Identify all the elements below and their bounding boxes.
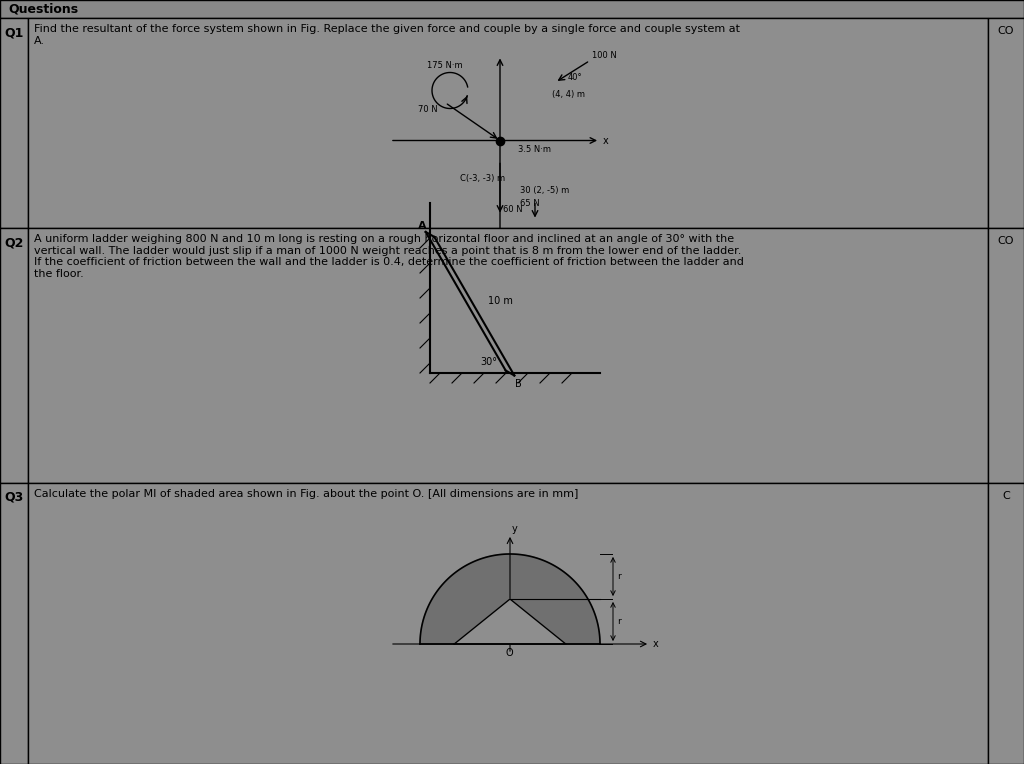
Bar [988, 228, 1024, 483]
Polygon shape [420, 554, 600, 644]
Text: O: O [505, 648, 513, 658]
Bar [0, 228, 28, 483]
Text: (4, 4) m: (4, 4) m [552, 89, 585, 99]
Text: 10 m: 10 m [488, 296, 513, 306]
Text: Calculate the polar MI of shaded area shown in Fig. about the point O. [All dime: Calculate the polar MI of shaded area sh… [34, 489, 579, 499]
Text: C: C [1002, 491, 1010, 501]
Text: Q3: Q3 [4, 491, 24, 504]
Text: 65 N: 65 N [520, 199, 540, 208]
Text: A: A [418, 222, 427, 231]
Text: Q1: Q1 [4, 26, 24, 39]
Text: 100 N: 100 N [592, 51, 616, 60]
Bar [28, 18, 988, 228]
Text: 70 N: 70 N [419, 105, 438, 115]
Bar [0, 483, 28, 764]
Bar [988, 483, 1024, 764]
Bar [988, 18, 1024, 228]
Text: y: y [512, 524, 518, 534]
Bar [0, 18, 28, 228]
Text: A uniform ladder weighing 800 N and 10 m long is resting on a rough horizontal f: A uniform ladder weighing 800 N and 10 m… [34, 234, 743, 279]
Text: Questions: Questions [8, 2, 78, 15]
Text: r: r [617, 572, 621, 581]
Bar [0, 0, 1024, 18]
Text: C(-3, -3) m: C(-3, -3) m [460, 173, 505, 183]
Text: 30 (2, -5) m: 30 (2, -5) m [520, 186, 569, 195]
Text: x: x [603, 135, 608, 145]
Text: x: x [653, 639, 658, 649]
Bar [28, 483, 988, 764]
Text: CO: CO [997, 26, 1014, 36]
Text: Find the resultant of the force system shown in Fig. Replace the given force and: Find the resultant of the force system s… [34, 24, 740, 46]
Polygon shape [455, 599, 566, 644]
Text: 175 N·m: 175 N·m [427, 61, 463, 70]
Text: 40°: 40° [568, 73, 583, 83]
Text: r: r [617, 617, 621, 626]
Text: 3.5 N·m: 3.5 N·m [518, 145, 551, 154]
Text: B: B [515, 379, 522, 389]
Text: 60 N: 60 N [503, 206, 522, 215]
Bar [28, 228, 988, 483]
Text: CO: CO [997, 236, 1014, 246]
Text: 30°: 30° [480, 357, 497, 367]
Text: Q2: Q2 [4, 236, 24, 249]
